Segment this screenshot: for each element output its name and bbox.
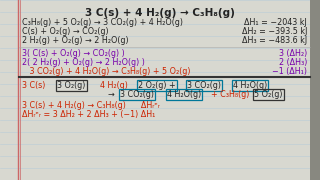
Text: 4 H₂O(g): 4 H₂O(g) bbox=[167, 90, 201, 99]
Text: 3 (ΔH₂): 3 (ΔH₂) bbox=[279, 49, 307, 58]
Text: 4 H₂O(g): 4 H₂O(g) bbox=[233, 81, 267, 90]
Text: 2 (ΔH₃): 2 (ΔH₃) bbox=[279, 58, 307, 67]
Text: ΔH₁ = −2043 kJ: ΔH₁ = −2043 kJ bbox=[244, 18, 307, 27]
Text: 3( C(s) + O₂(g) → CO₂(g) ): 3( C(s) + O₂(g) → CO₂(g) ) bbox=[22, 49, 125, 58]
Text: 3 C(s): 3 C(s) bbox=[22, 81, 45, 90]
Text: ΔHᵣᵉᵣ = 3 ΔH₂ + 2 ΔH₃ + (−1) ΔH₁: ΔHᵣᵉᵣ = 3 ΔH₂ + 2 ΔH₃ + (−1) ΔH₁ bbox=[22, 110, 156, 119]
Bar bbox=[310, 0, 320, 180]
Text: 3 O₂(g): 3 O₂(g) bbox=[57, 81, 85, 90]
Text: 3 CO₂(g): 3 CO₂(g) bbox=[120, 90, 154, 99]
Text: 2 H₂(g) + O₂(g) → 2 H₂O(g): 2 H₂(g) + O₂(g) → 2 H₂O(g) bbox=[22, 36, 129, 45]
Text: 3 C(s) + 4 H₂(g) → C₃H₈(g)      ΔHᵣᵉᵣ: 3 C(s) + 4 H₂(g) → C₃H₈(g) ΔHᵣᵉᵣ bbox=[22, 101, 160, 110]
Text: ΔH₃ = −483.6 kJ: ΔH₃ = −483.6 kJ bbox=[242, 36, 307, 45]
Text: 2 O₂(g) +: 2 O₂(g) + bbox=[138, 81, 176, 90]
Text: + C₃H₈(g): + C₃H₈(g) bbox=[211, 90, 249, 99]
Text: 2( 2 H₂(g) + O₂(g) → 2 H₂O(g) ): 2( 2 H₂(g) + O₂(g) → 2 H₂O(g) ) bbox=[22, 58, 145, 67]
Text: 3 CO₂(g) + 4 H₂O(g) → C₃H₈(g) + 5 O₂(g): 3 CO₂(g) + 4 H₂O(g) → C₃H₈(g) + 5 O₂(g) bbox=[22, 67, 190, 76]
Text: C(s) + O₂(g) → CO₂(g): C(s) + O₂(g) → CO₂(g) bbox=[22, 27, 108, 36]
Text: 3 C(s) + 4 H₂(g) → C₃H₈(g): 3 C(s) + 4 H₂(g) → C₃H₈(g) bbox=[85, 8, 235, 18]
Text: C₃H₈(g) + 5 O₂(g) → 3 CO₂(g) + 4 H₂O(g): C₃H₈(g) + 5 O₂(g) → 3 CO₂(g) + 4 H₂O(g) bbox=[22, 18, 183, 27]
Text: 3 CO₂(g): 3 CO₂(g) bbox=[187, 81, 221, 90]
Text: 5 O₂(g): 5 O₂(g) bbox=[254, 90, 283, 99]
Text: −1 (ΔH₁): −1 (ΔH₁) bbox=[272, 67, 307, 76]
Text: ΔH₂ = −393.5 kJ: ΔH₂ = −393.5 kJ bbox=[242, 27, 307, 36]
Text: 4 H₂(g): 4 H₂(g) bbox=[100, 81, 128, 90]
Text: →: → bbox=[108, 90, 115, 99]
